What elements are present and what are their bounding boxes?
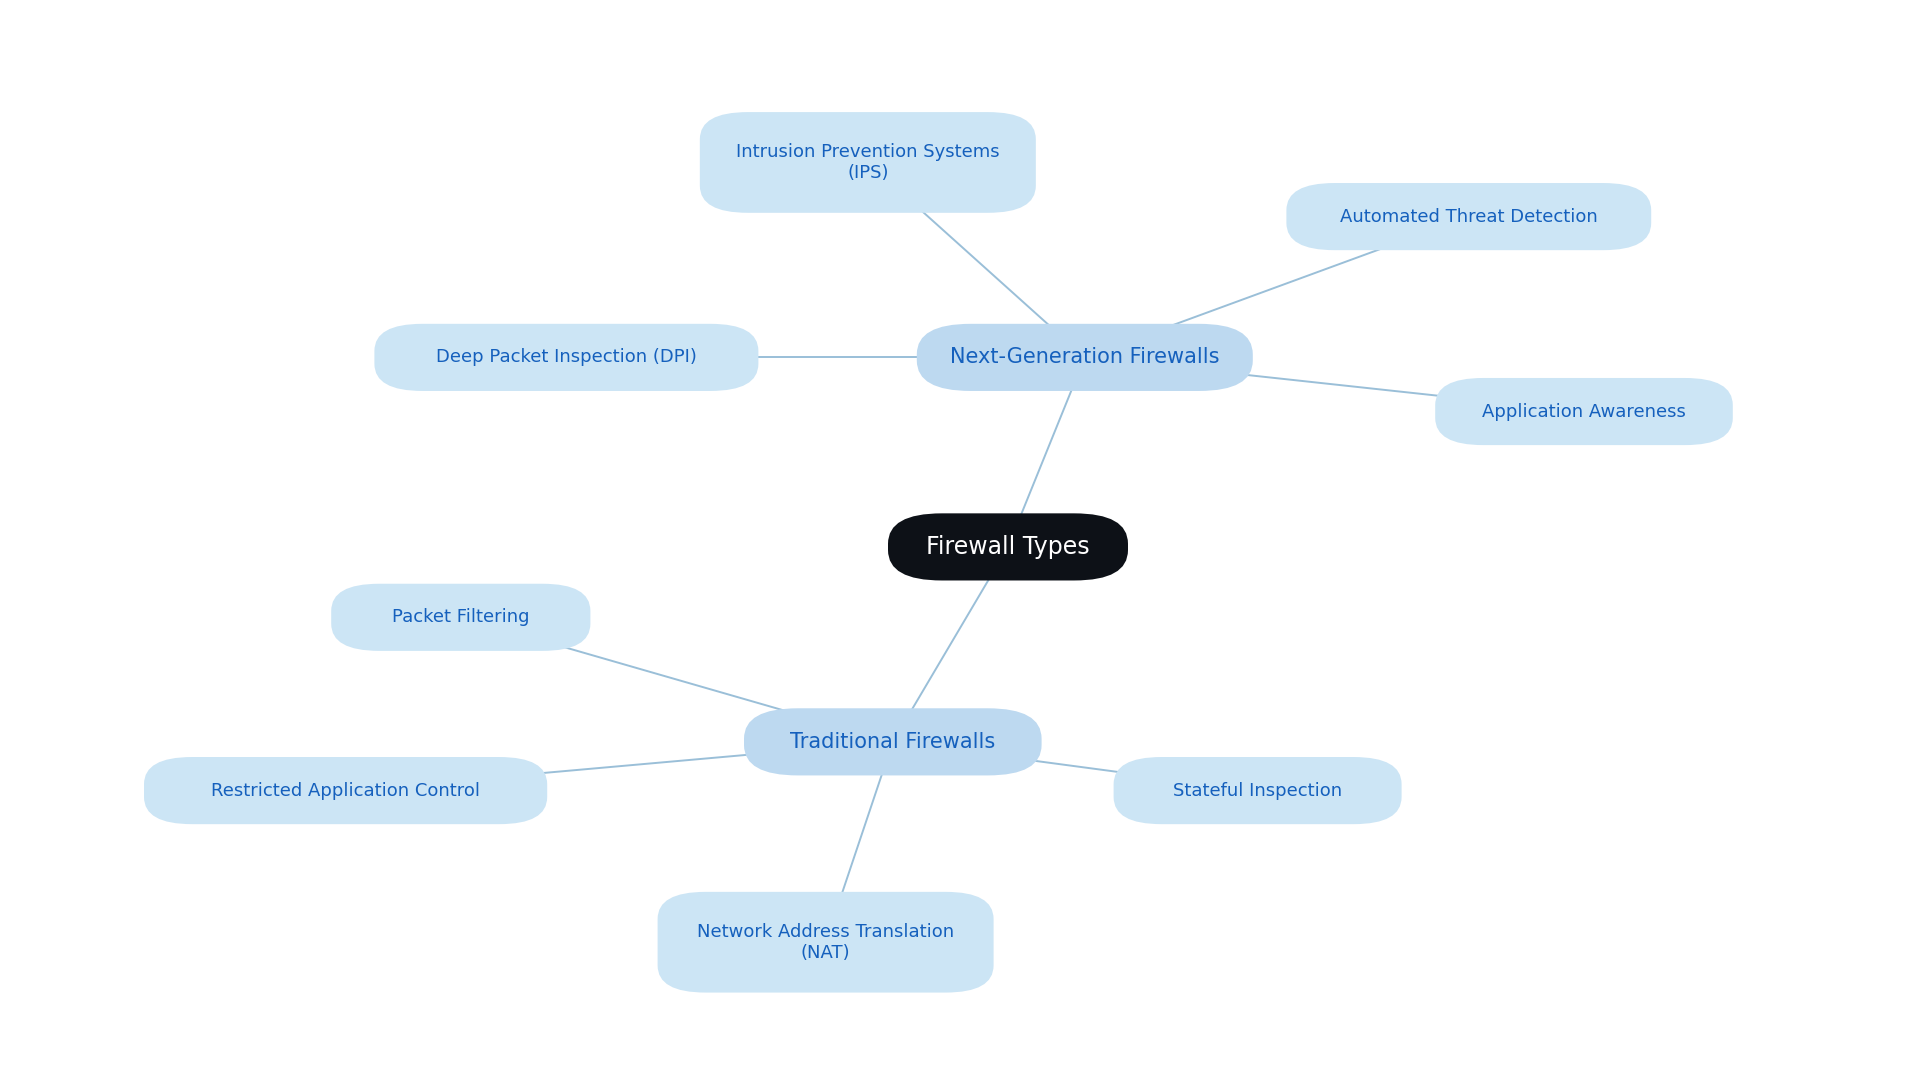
Text: Application Awareness: Application Awareness <box>1482 403 1686 420</box>
Text: Next-Generation Firewalls: Next-Generation Firewalls <box>950 348 1219 367</box>
FancyBboxPatch shape <box>330 584 591 651</box>
Text: Firewall Types: Firewall Types <box>925 535 1091 559</box>
FancyBboxPatch shape <box>657 892 995 992</box>
Text: Deep Packet Inspection (DPI): Deep Packet Inspection (DPI) <box>436 349 697 366</box>
Text: Packet Filtering: Packet Filtering <box>392 609 530 626</box>
FancyBboxPatch shape <box>745 708 1041 775</box>
FancyBboxPatch shape <box>1114 757 1402 824</box>
FancyBboxPatch shape <box>374 324 758 391</box>
FancyBboxPatch shape <box>916 324 1252 391</box>
Text: Restricted Application Control: Restricted Application Control <box>211 782 480 799</box>
FancyBboxPatch shape <box>701 113 1037 212</box>
FancyBboxPatch shape <box>144 757 547 824</box>
Text: Network Address Translation
(NAT): Network Address Translation (NAT) <box>697 923 954 962</box>
Text: Traditional Firewalls: Traditional Firewalls <box>791 732 995 752</box>
FancyBboxPatch shape <box>1434 378 1732 445</box>
Text: Automated Threat Detection: Automated Threat Detection <box>1340 208 1597 225</box>
Text: Stateful Inspection: Stateful Inspection <box>1173 782 1342 799</box>
FancyBboxPatch shape <box>887 513 1129 580</box>
FancyBboxPatch shape <box>1286 183 1651 250</box>
Text: Intrusion Prevention Systems
(IPS): Intrusion Prevention Systems (IPS) <box>735 143 1000 182</box>
